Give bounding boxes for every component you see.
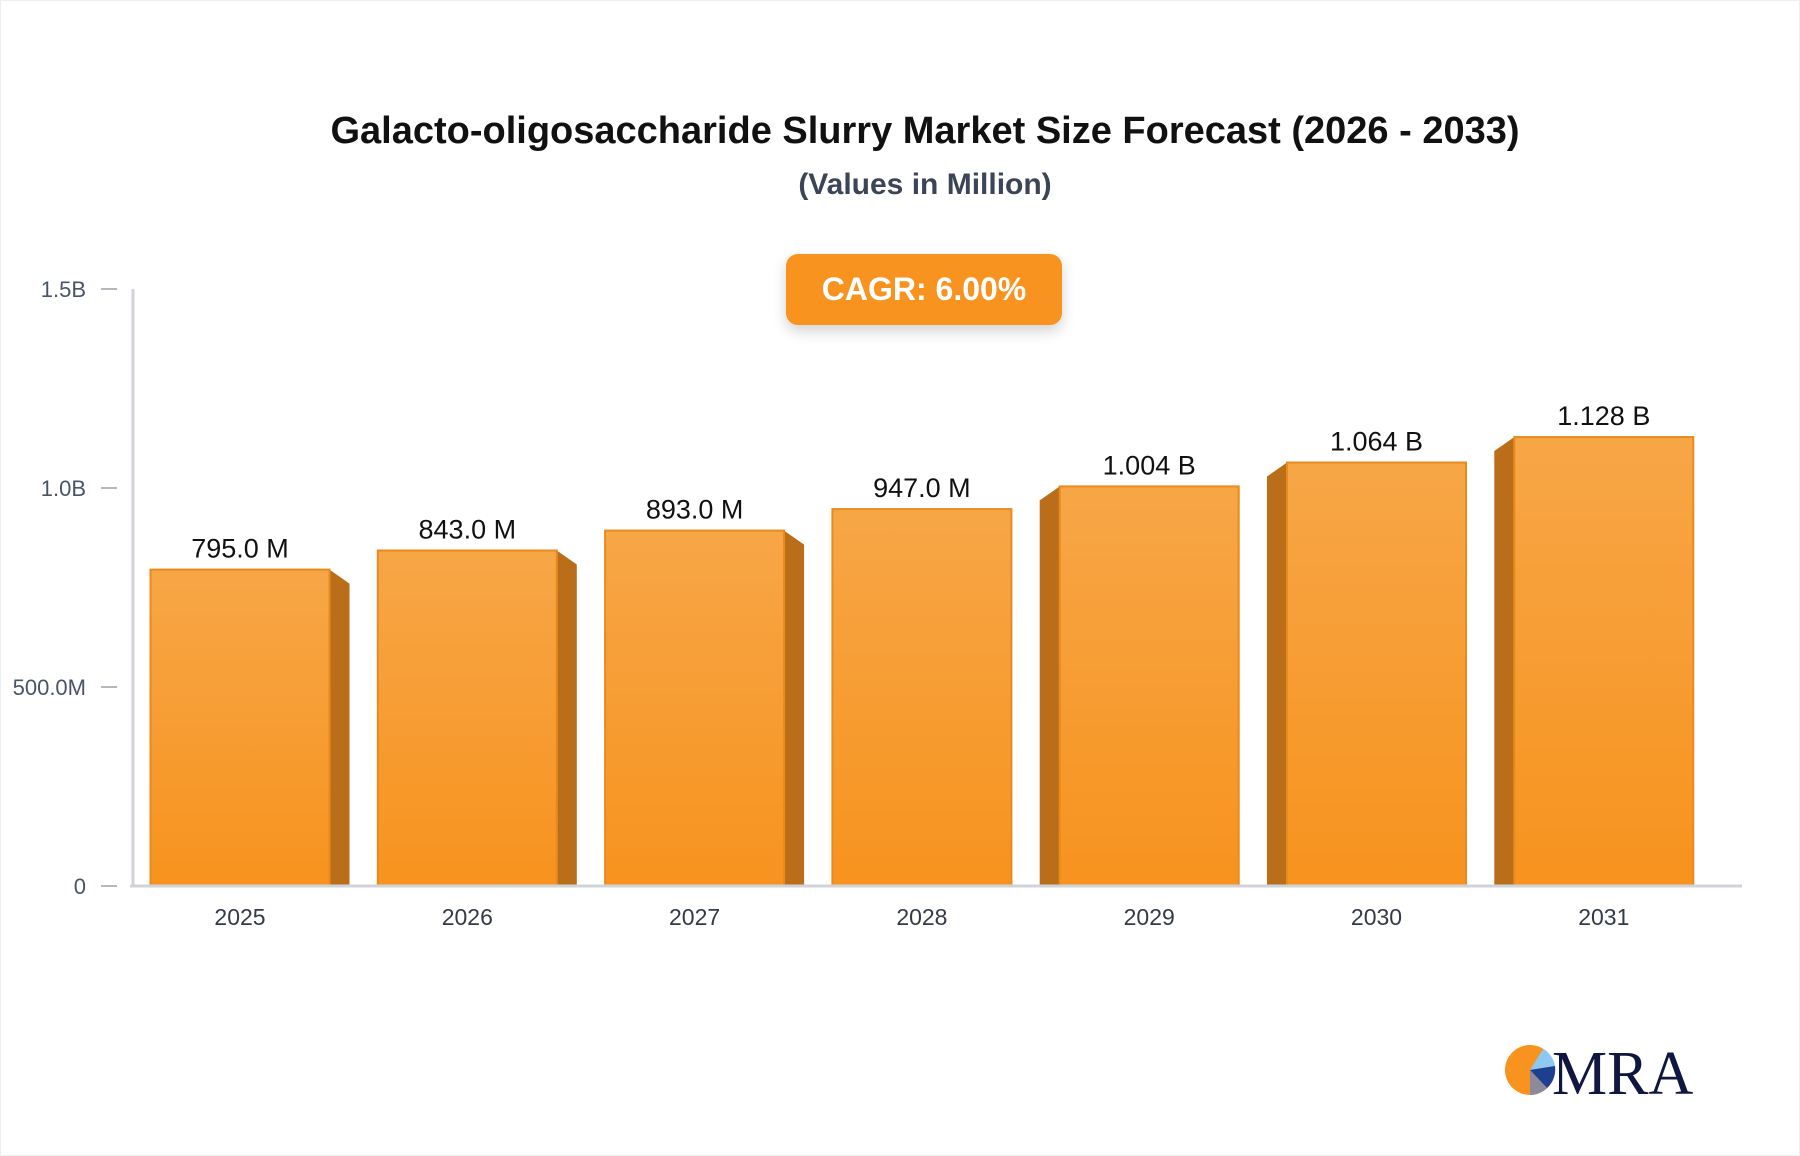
bar: [1513, 436, 1695, 887]
bar: [376, 549, 558, 888]
bar-side: [1039, 486, 1060, 886]
bar-side: [329, 569, 350, 886]
cagr-badge: CAGR: 6.00%: [786, 254, 1062, 325]
bar-side: [784, 530, 805, 886]
chart-subtitle: (Values in Million): [798, 168, 1052, 201]
x-tick-label: 2031: [1578, 904, 1629, 930]
bar-side: [556, 550, 577, 886]
bar: [149, 568, 331, 888]
logo-text: MRA: [1552, 1040, 1693, 1100]
x-tick-label: 2025: [214, 904, 265, 930]
data-label: 1.004 B: [1103, 450, 1196, 480]
bar: [1058, 485, 1240, 887]
bar: [1286, 461, 1467, 887]
bar: [604, 529, 786, 887]
x-tick-label: 2027: [669, 904, 720, 930]
data-label: 1.064 B: [1330, 427, 1423, 457]
y-tick-label: 1.0B: [41, 476, 86, 501]
x-tick-label: 2030: [1351, 904, 1402, 930]
y-tick-label: 0: [74, 874, 86, 899]
bar-side: [1494, 437, 1515, 886]
x-tick-label: 2029: [1124, 904, 1175, 930]
data-label: 947.0 M: [873, 473, 971, 503]
mra-logo-pie-icon: MRA: [1505, 1040, 1693, 1100]
data-label: 843.0 M: [419, 514, 517, 544]
mra-logo: MRA: [1504, 1036, 1704, 1100]
bar-side: [1267, 462, 1287, 886]
data-label: 893.0 M: [646, 495, 744, 525]
chart-title: Galacto-oligosaccharide Slurry Market Si…: [330, 110, 1520, 152]
x-tick-label: 2028: [896, 904, 947, 930]
bar: [831, 508, 1013, 887]
y-tick-label: 1.5B: [41, 277, 86, 302]
y-tick-label: 500.0M: [13, 675, 86, 700]
data-label: 1.128 B: [1557, 401, 1650, 431]
data-label: 795.0 M: [191, 534, 289, 564]
x-tick-label: 2026: [442, 904, 493, 930]
